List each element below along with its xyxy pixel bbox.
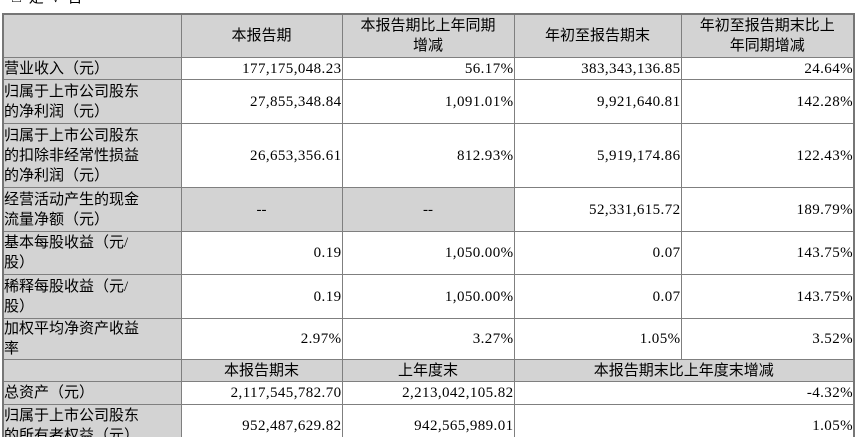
table-row-net-profit-excl-nonrecurring: 归属于上市公司股东 的扣除非经常性损益 的净利润（元） 26,653,356.6… <box>2 123 855 188</box>
value-cell: 952,487,629.82 <box>180 404 343 437</box>
row-label: 经营活动产生的现金 流量净额（元） <box>2 187 182 232</box>
value-cell: 5,919,174.86 <box>513 123 682 188</box>
value-cell: 26,653,356.61 <box>180 123 343 188</box>
value-cell-na: -- <box>341 187 515 232</box>
row-label: 归属于上市公司股东 的扣除非经常性损益 的净利润（元） <box>2 123 182 188</box>
value-cell: 122.43% <box>680 123 855 188</box>
value-cell: 52,331,615.72 <box>513 187 682 232</box>
table-row-total-assets: 总资产（元） 2,117,545,782.70 2,213,042,105.82… <box>2 381 855 405</box>
table-row-operating-cash-flow: 经营活动产生的现金 流量净额（元） -- -- 52,331,615.72 18… <box>2 187 855 232</box>
value-cell-na: -- <box>180 187 343 232</box>
table-row-net-profit: 归属于上市公司股东 的净利润（元） 27,855,348.84 1,091.01… <box>2 79 855 124</box>
col-header-yoy-change: 本报告期比上年同期 增减 <box>341 13 515 58</box>
value-cell: 812.93% <box>341 123 515 188</box>
value-cell: 143.75% <box>680 274 855 319</box>
value-cell: 56.17% <box>341 57 515 80</box>
value-cell: 1,050.00% <box>341 274 515 319</box>
value-cell: 2,117,545,782.70 <box>180 381 343 405</box>
financial-summary-table: 本报告期 本报告期比上年同期 增减 年初至报告期末 年初至报告期末比上 年同期增… <box>2 13 855 437</box>
header-row-period: 本报告期 本报告期比上年同期 增减 年初至报告期末 年初至报告期末比上 年同期增… <box>2 13 855 58</box>
value-cell: 1,050.00% <box>341 231 515 275</box>
value-cell: 3.27% <box>341 318 515 360</box>
row-label: 归属于上市公司股东 的净利润（元） <box>2 79 182 124</box>
table-row-equity: 归属于上市公司股东 的所有者权益（元） 952,487,629.82 942,5… <box>2 404 855 437</box>
value-cell: 189.79% <box>680 187 855 232</box>
row-label: 总资产（元） <box>2 381 182 405</box>
value-cell: 177,175,048.23 <box>180 57 343 80</box>
col-header-current-period: 本报告期 <box>180 13 343 58</box>
row-label: 基本每股收益（元/ 股） <box>2 231 182 275</box>
value-cell: 383,343,136.85 <box>513 57 682 80</box>
value-cell: 0.07 <box>513 274 682 319</box>
value-cell: 1,091.01% <box>341 79 515 124</box>
row-label: 加权平均净资产收益 率 <box>2 318 182 360</box>
value-cell: -4.32% <box>513 381 855 405</box>
table-row-diluted-eps: 稀释每股收益（元/ 股） 0.19 1,050.00% 0.07 143.75% <box>2 274 855 319</box>
table-row-basic-eps: 基本每股收益（元/ 股） 0.19 1,050.00% 0.07 143.75% <box>2 231 855 275</box>
value-cell: 24.64% <box>680 57 855 80</box>
row-label: 营业收入（元） <box>2 57 182 80</box>
row-label: 稀释每股收益（元/ 股） <box>2 274 182 319</box>
col-header-period-end-change: 本报告期末比上年度末增减 <box>513 359 855 382</box>
value-cell: 1.05% <box>513 404 855 437</box>
table-row-weighted-avg-roe: 加权平均净资产收益 率 2.97% 3.27% 1.05% 3.52% <box>2 318 855 360</box>
clipped-text: □ 是 √ 否 <box>12 0 85 6</box>
table-row-revenue: 营业收入（元） 177,175,048.23 56.17% 383,343,13… <box>2 57 855 80</box>
value-cell: 3.52% <box>680 318 855 360</box>
corner-cell <box>2 359 182 382</box>
value-cell: 27,855,348.84 <box>180 79 343 124</box>
header-row-period-end: 本报告期末 上年度末 本报告期末比上年度末增减 <box>2 359 855 382</box>
value-cell: 9,921,640.81 <box>513 79 682 124</box>
col-header-ytd-yoy-change: 年初至报告期末比上 年同期增减 <box>680 13 855 58</box>
value-cell: 0.19 <box>180 274 343 319</box>
col-header-period-end: 本报告期末 <box>180 359 343 382</box>
col-header-ytd: 年初至报告期末 <box>513 13 682 58</box>
value-cell: 2.97% <box>180 318 343 360</box>
value-cell: 143.75% <box>680 231 855 275</box>
corner-cell <box>2 13 182 58</box>
value-cell: 0.19 <box>180 231 343 275</box>
value-cell: 142.28% <box>680 79 855 124</box>
clipped-text-line: □ 是 √ 否 <box>12 0 85 8</box>
value-cell: 2,213,042,105.82 <box>341 381 515 405</box>
value-cell: 1.05% <box>513 318 682 360</box>
col-header-prior-year-end: 上年度末 <box>341 359 515 382</box>
value-cell: 0.07 <box>513 231 682 275</box>
value-cell: 942,565,989.01 <box>341 404 515 437</box>
row-label: 归属于上市公司股东 的所有者权益（元） <box>2 404 182 437</box>
